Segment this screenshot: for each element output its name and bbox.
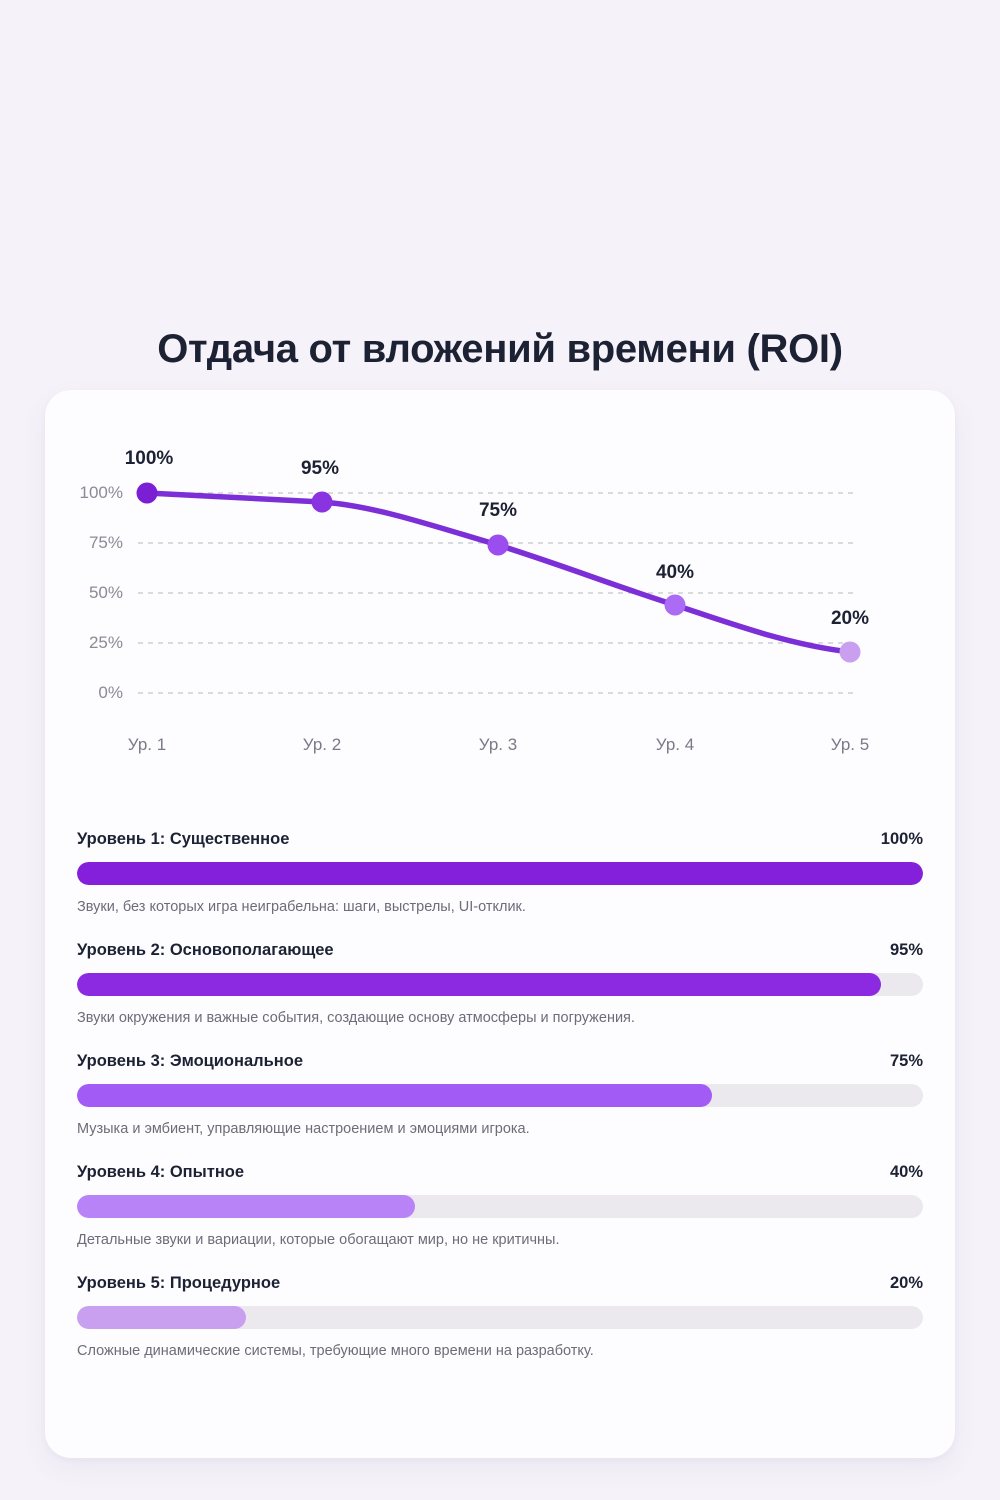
- level-name: Уровень 4: Опытное: [77, 1163, 245, 1181]
- point-label-3: 75%: [478, 500, 518, 521]
- level-name: Уровень 2: Основополагающее: [77, 941, 334, 959]
- page-title: Отдача от вложений времени (ROI): [157, 326, 843, 371]
- progress-fill: [77, 1195, 416, 1218]
- x-tick-1: Ур. 1: [127, 735, 167, 754]
- roi-card: 100% 75% 50% 25% 0% 100% 95% 75% 40% 20%…: [45, 390, 955, 1458]
- y-tick-25: 25%: [88, 633, 123, 652]
- point-label-2: 95%: [300, 458, 340, 479]
- data-point-1[interactable]: [136, 482, 158, 504]
- data-point-5[interactable]: [839, 641, 861, 663]
- list-item: Уровень 4: Опытное 40% Детальные звуки и…: [77, 1163, 923, 1248]
- level-header: Уровень 1: Существенное 100%: [77, 830, 923, 849]
- y-tick-0: 0%: [98, 683, 123, 702]
- level-description: Звуки, без которых игра неиграбельна: ша…: [77, 899, 526, 915]
- progress-fill: [77, 1084, 712, 1107]
- level-description: Детальные звуки и вариации, которые обог…: [77, 1232, 560, 1248]
- gridlines: [138, 492, 855, 694]
- level-percent: 100%: [880, 830, 923, 848]
- level-description: Звуки окружения и важные события, создаю…: [77, 1010, 635, 1026]
- y-tick-75: 75%: [88, 533, 123, 552]
- level-name: Уровень 1: Существенное: [77, 830, 290, 848]
- x-tick-5: Ур. 5: [830, 735, 870, 754]
- level-percent: 20%: [889, 1274, 923, 1292]
- x-tick-4: Ур. 4: [655, 735, 695, 754]
- point-label-1: 100%: [124, 448, 174, 469]
- chart-canvas: [136, 482, 861, 694]
- roi-line-chart: 100% 75% 50% 25% 0% 100% 95% 75% 40% 20%…: [45, 390, 955, 770]
- data-point-2[interactable]: [311, 491, 333, 513]
- data-point-3[interactable]: [487, 534, 509, 556]
- level-description: Музыка и эмбиент, управляющие настроение…: [77, 1121, 530, 1137]
- x-tick-3: Ур. 3: [478, 735, 518, 754]
- y-tick-50: 50%: [88, 583, 123, 602]
- progress-fill: [77, 1306, 247, 1329]
- progress-track: [77, 1084, 923, 1107]
- list-item: Уровень 1: Существенное 100% Звуки, без …: [77, 830, 923, 915]
- level-percent: 75%: [889, 1052, 923, 1070]
- y-tick-100: 100%: [79, 483, 123, 502]
- level-name: Уровень 5: Процедурное: [77, 1274, 281, 1292]
- progress-track: [77, 1306, 923, 1329]
- progress-fill: [77, 862, 923, 885]
- x-tick-2: Ур. 2: [302, 735, 342, 754]
- progress-fill: [77, 973, 881, 996]
- progress-track: [77, 1195, 923, 1218]
- level-percent: 40%: [889, 1163, 923, 1181]
- point-label-4: 40%: [655, 562, 695, 583]
- level-header: Уровень 5: Процедурное 20%: [77, 1274, 923, 1293]
- progress-track: [77, 973, 923, 996]
- level-name: Уровень 3: Эмоциональное: [77, 1052, 304, 1070]
- level-percent: 95%: [889, 941, 923, 959]
- level-header: Уровень 2: Основополагающее 95%: [77, 941, 923, 960]
- level-header: Уровень 3: Эмоциональное 75%: [77, 1052, 923, 1071]
- data-point-4[interactable]: [664, 594, 686, 616]
- level-header: Уровень 4: Опытное 40%: [77, 1163, 923, 1182]
- list-item: Уровень 3: Эмоциональное 75% Музыка и эм…: [77, 1052, 923, 1137]
- level-list: Уровень 1: Существенное 100% Звуки, без …: [77, 830, 923, 1385]
- point-label-5: 20%: [830, 608, 870, 629]
- progress-track: [77, 862, 923, 885]
- level-description: Сложные динамические системы, требующие …: [77, 1343, 594, 1359]
- list-item: Уровень 5: Процедурное 20% Сложные динам…: [77, 1274, 923, 1359]
- list-item: Уровень 2: Основополагающее 95% Звуки ок…: [77, 941, 923, 1026]
